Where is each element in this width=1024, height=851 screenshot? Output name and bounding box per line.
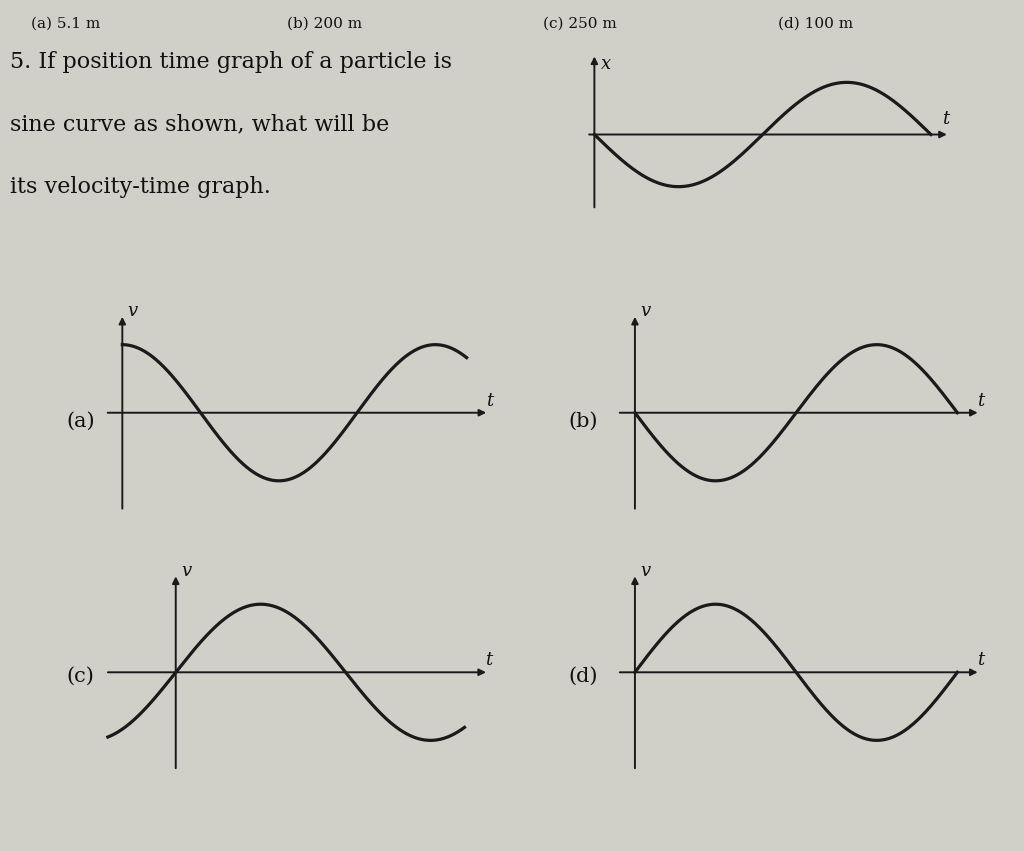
Text: sine curve as shown, what will be: sine curve as shown, what will be — [10, 114, 389, 135]
Text: its velocity-time graph.: its velocity-time graph. — [10, 176, 271, 198]
Text: t: t — [485, 652, 493, 670]
Text: (d): (d) — [568, 667, 598, 686]
Text: (a) 5.1 m: (a) 5.1 m — [31, 16, 100, 31]
Text: v: v — [640, 562, 650, 580]
Text: v: v — [640, 302, 650, 320]
Text: t: t — [942, 111, 949, 129]
Text: t: t — [977, 652, 984, 670]
Text: v: v — [181, 562, 191, 580]
Text: (b): (b) — [568, 412, 598, 431]
Text: 5. If position time graph of a particle is: 5. If position time graph of a particle … — [10, 51, 453, 73]
Text: (a): (a) — [67, 412, 95, 431]
Text: (c) 250 m: (c) 250 m — [543, 16, 616, 31]
Text: (c): (c) — [67, 667, 94, 686]
Text: (d) 100 m: (d) 100 m — [778, 16, 853, 31]
Text: t: t — [977, 392, 984, 410]
Text: x: x — [601, 55, 611, 73]
Text: (b) 200 m: (b) 200 m — [287, 16, 361, 31]
Text: v: v — [127, 302, 137, 320]
Text: t: t — [485, 392, 493, 410]
